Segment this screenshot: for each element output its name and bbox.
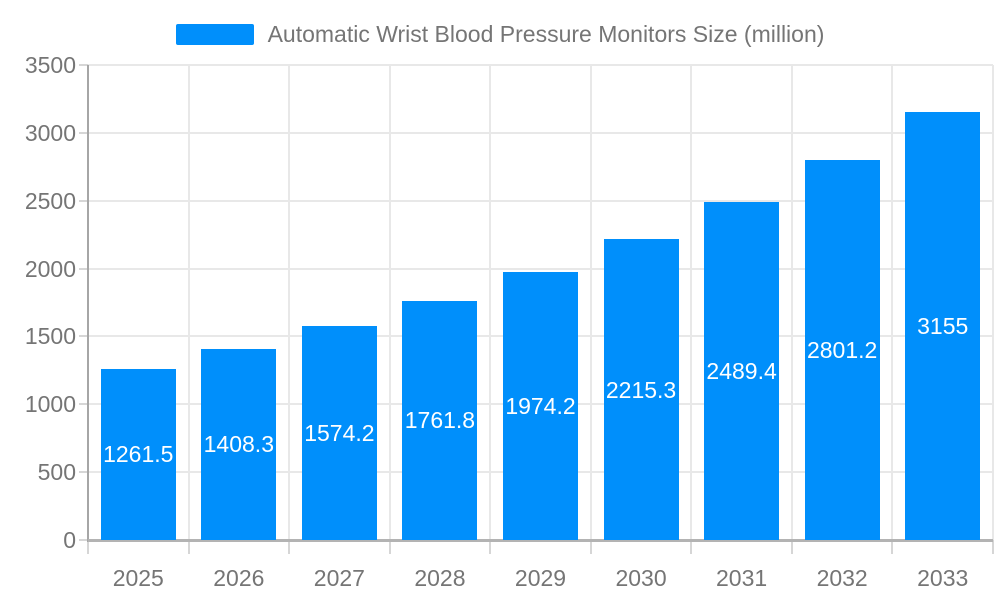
bar[interactable] — [804, 159, 880, 540]
bar[interactable] — [603, 239, 679, 540]
bar[interactable] — [503, 272, 578, 540]
bar-value-label: 3155 — [917, 312, 969, 339]
y-gridline — [88, 267, 993, 270]
x-axis-label: 2027 — [313, 565, 365, 591]
x-gridline — [288, 65, 291, 540]
y-axis-tick — [79, 335, 88, 338]
y-gridline — [88, 64, 993, 66]
bar-value-label: 1574.2 — [304, 420, 375, 447]
x-gridline — [388, 65, 391, 540]
bar[interactable] — [301, 326, 377, 540]
bar-value-label: 1261.5 — [103, 441, 174, 468]
y-axis-label: 3000 — [24, 119, 76, 146]
bar[interactable] — [905, 111, 981, 540]
x-axis-tick — [489, 540, 492, 554]
y-axis-label: 1500 — [24, 323, 76, 350]
y-axis-label: 2500 — [24, 187, 76, 214]
x-axis-label: 2030 — [615, 565, 667, 591]
y-axis-label: 0 — [63, 527, 76, 553]
bar[interactable] — [402, 300, 478, 540]
y-axis-label: 1000 — [24, 391, 76, 418]
x-axis-tick — [187, 540, 190, 554]
x-gridline — [589, 65, 592, 540]
x-axis-tick — [992, 540, 994, 554]
x-axis-label: 2025 — [112, 565, 164, 591]
x-axis-tick — [388, 540, 391, 554]
y-axis-tick — [79, 403, 88, 406]
x-gridline — [992, 65, 994, 540]
bar-value-label: 2801.2 — [806, 336, 878, 363]
x-axis-label: 2032 — [816, 565, 868, 591]
y-gridline — [88, 199, 993, 202]
y-gridline — [88, 131, 993, 134]
y-axis-tick — [79, 471, 88, 474]
legend-swatch-icon — [175, 24, 254, 45]
legend-label: Automatic Wrist Blood Pressure Monitors … — [267, 21, 825, 47]
bar[interactable] — [704, 202, 780, 540]
y-axis-tick — [79, 539, 88, 541]
x-axis-tick — [891, 540, 894, 554]
y-axis-tick — [79, 267, 88, 270]
bar-value-label: 2215.3 — [605, 376, 677, 403]
x-axis-tick — [690, 540, 693, 554]
x-axis-tick — [790, 540, 793, 554]
y-axis-tick — [79, 131, 88, 134]
x-gridline — [489, 65, 492, 540]
bar-value-label: 2489.4 — [706, 358, 777, 385]
x-gridline — [187, 65, 190, 540]
x-gridline — [690, 65, 693, 540]
x-axis-tick — [288, 540, 291, 554]
bar-value-label: 1761.8 — [404, 407, 476, 434]
bar-value-label: 1974.2 — [505, 393, 576, 420]
x-axis-label: 2026 — [213, 565, 265, 591]
y-axis-line — [87, 65, 89, 542]
x-axis-label: 2028 — [414, 565, 466, 591]
bar[interactable] — [100, 368, 176, 540]
bar[interactable] — [201, 348, 277, 540]
y-axis-tick — [79, 64, 88, 66]
x-axis-tick — [87, 540, 89, 554]
x-axis-label: 2029 — [514, 565, 567, 591]
y-axis-tick — [79, 199, 88, 202]
x-axis-baseline — [88, 539, 993, 542]
x-gridline — [891, 65, 894, 540]
x-gridline — [790, 65, 793, 540]
y-axis-label: 2000 — [24, 255, 76, 282]
y-axis-label: 3500 — [24, 52, 76, 78]
x-axis-label: 2033 — [917, 565, 969, 591]
x-axis-tick — [589, 540, 592, 554]
y-axis-label: 500 — [37, 459, 76, 486]
x-axis-label: 2031 — [716, 565, 768, 591]
bar-value-label: 1408.3 — [203, 431, 274, 458]
chart-legend[interactable]: Automatic Wrist Blood Pressure Monitors … — [0, 21, 1000, 48]
